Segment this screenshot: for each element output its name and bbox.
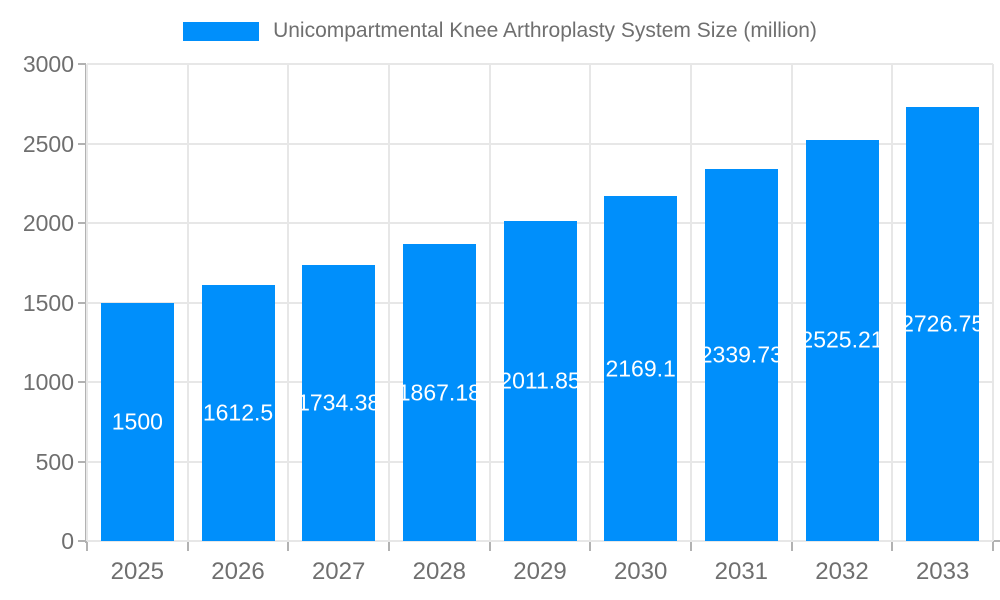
y-tick-label: 2000: [22, 210, 74, 236]
horizontal-gridline: [87, 540, 993, 542]
x-tick-label: 2030: [613, 558, 668, 585]
vertical-gridline: [690, 64, 692, 541]
vertical-gridline: [992, 64, 994, 541]
x-axis-tick: [488, 542, 491, 551]
bar-value-label: 2525.21: [805, 326, 879, 353]
y-axis-tick: [78, 222, 86, 224]
bar[interactable]: 2525.21: [805, 139, 879, 541]
bar-value-label: 1867.18: [402, 379, 476, 406]
bar[interactable]: 1500: [100, 302, 174, 541]
vertical-gridline: [488, 64, 491, 541]
x-axis-tick: [86, 542, 88, 551]
bar-value-label: 2011.85: [503, 367, 577, 394]
vertical-gridline: [589, 64, 592, 541]
bar[interactable]: 2011.85: [503, 221, 577, 541]
y-axis-tick: [78, 460, 86, 463]
x-axis-tick: [891, 542, 894, 551]
x-tick-label: 2029: [513, 558, 567, 585]
y-axis-tick: [78, 142, 86, 145]
x-axis-tick: [790, 542, 793, 551]
bar-value-label: 1500: [111, 408, 163, 435]
x-tick-label: 2026: [211, 558, 265, 585]
bar-value-label: 1612.5: [202, 399, 274, 426]
x-tick-label: 2031: [714, 558, 769, 585]
horizontal-gridline: [87, 142, 993, 145]
bar[interactable]: 1734.38: [302, 265, 376, 541]
legend-swatch: [183, 21, 260, 41]
vertical-gridline: [790, 64, 793, 541]
bar[interactable]: 2169.1: [604, 196, 678, 541]
y-tick-label: 3000: [22, 51, 74, 77]
x-axis-tick: [690, 542, 692, 551]
vertical-gridline: [186, 64, 189, 541]
vertical-gridline: [86, 64, 88, 541]
x-axis-tick: [388, 542, 390, 551]
x-tick-label: 2028: [412, 558, 467, 585]
y-tick-label: 0: [61, 528, 74, 554]
bar[interactable]: 1867.18: [402, 244, 476, 541]
y-axis-tick: [78, 540, 86, 542]
bar-value-label: 2339.73: [704, 341, 778, 368]
bar-value-label: 2726.75: [906, 310, 980, 337]
bar-value-label: 1734.38: [302, 389, 376, 416]
x-tick-label: 2025: [110, 558, 165, 585]
x-axis-tick: [992, 542, 994, 551]
x-tick-label: 2033: [915, 558, 970, 585]
plot-area: 1500 1612.5 1734.38 1867.18 2011.85 2169.1 233…: [86, 63, 994, 542]
bar[interactable]: 2726.75: [906, 107, 980, 541]
horizontal-gridline: [87, 63, 993, 65]
legend-label: Unicompartmental Knee Arthroplasty Syste…: [273, 19, 817, 42]
vertical-gridline: [388, 64, 390, 541]
vertical-gridline: [287, 64, 290, 541]
x-tick-label: 2027: [311, 558, 366, 585]
x-axis-tick: [287, 542, 290, 551]
y-tick-label: 1500: [22, 289, 74, 316]
bar-value-label: 2169.1: [605, 355, 676, 382]
legend[interactable]: Unicompartmental Knee Arthroplasty Syste…: [0, 18, 1000, 44]
y-tick-label: 500: [35, 448, 74, 475]
x-axis-tick: [186, 542, 189, 551]
y-axis-tick: [78, 301, 86, 304]
y-axis-tick: [78, 381, 86, 383]
y-axis-tick: [78, 63, 86, 65]
x-axis-tick: [589, 542, 592, 551]
vertical-gridline: [891, 64, 894, 541]
y-tick-label: 2500: [22, 130, 74, 157]
x-tick-label: 2032: [815, 558, 869, 585]
bar[interactable]: 1612.5: [201, 284, 275, 541]
y-tick-label: 1000: [22, 369, 74, 395]
bar[interactable]: 2339.73: [704, 168, 778, 541]
